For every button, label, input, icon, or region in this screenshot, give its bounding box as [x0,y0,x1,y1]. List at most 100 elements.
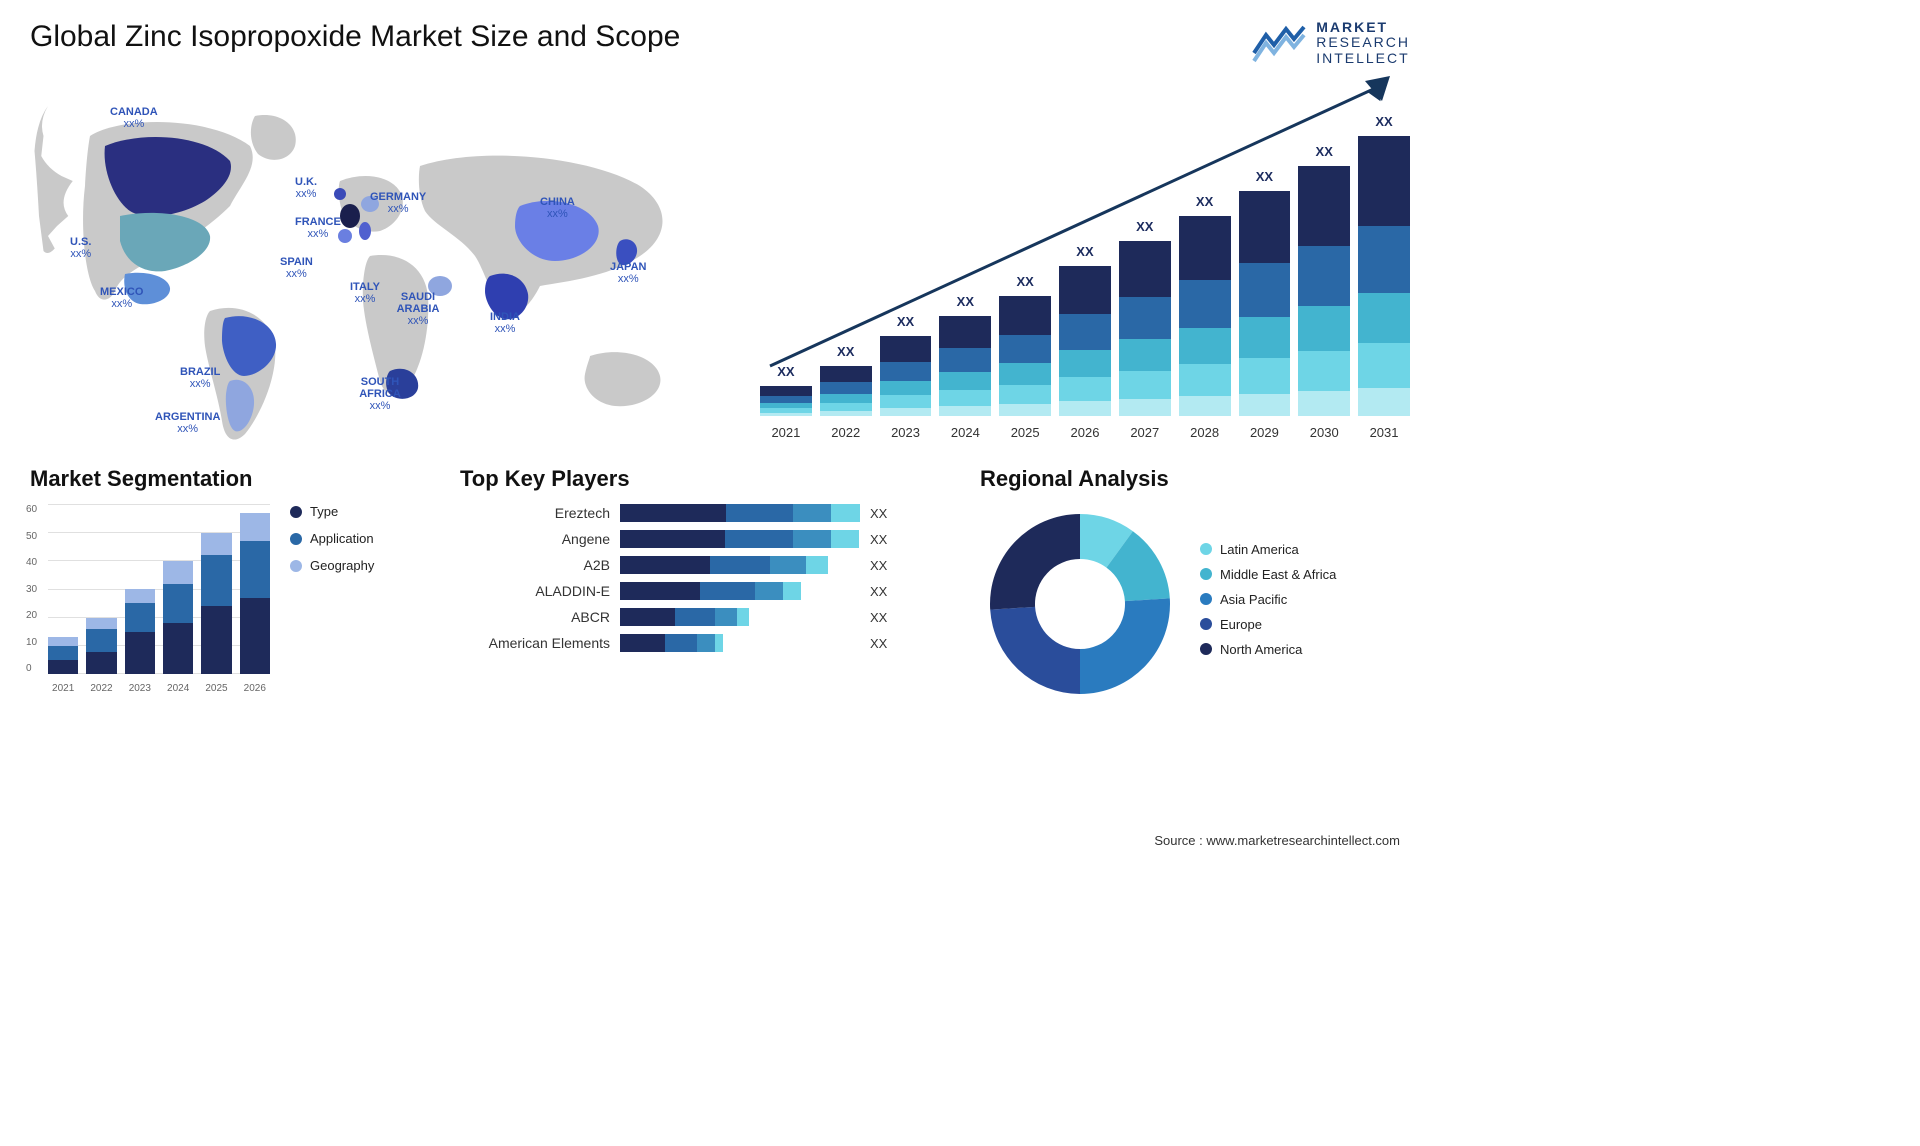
regional-donut [980,504,1180,704]
player-name: ALADDIN-E [460,583,610,599]
growth-year-2030: 2030 [1298,425,1350,440]
growth-year-2023: 2023 [880,425,932,440]
seg-legend-app: Application [290,531,374,546]
player-bar [620,504,860,522]
player-value: XX [870,636,887,651]
player-bar [620,530,860,548]
segmentation-chart: 6050403020100 202120222023202420252026 [30,504,270,694]
logo-line3: INTELLECT [1316,51,1410,66]
region-legend-north-america: North America [1200,642,1336,657]
map-label-u-k-: U.K.xx% [295,176,317,200]
player-row-angene: Angene XX [460,530,950,548]
growth-bar-2025: XX [999,116,1051,416]
segmentation-legend: Type Application Geography [290,504,374,694]
growth-bar-2031: XX [1358,116,1410,416]
map-label-china: CHINAxx% [540,196,575,220]
growth-chart: XXXXXXXXXXXXXXXXXXXXXX 20212022202320242… [760,76,1410,446]
players-title: Top Key Players [460,466,950,492]
player-bar [620,608,860,626]
seg-bar-2023 [125,589,155,674]
map-label-canada: CANADAxx% [110,106,158,130]
map-label-saudi-arabia: SAUDI ARABIAxx% [388,291,448,327]
seg-legend-geo: Geography [290,558,374,573]
growth-year-2022: 2022 [820,425,872,440]
seg-bar-2024 [163,561,193,674]
map-label-japan: JAPANxx% [610,261,646,285]
donut-slice-europe [990,607,1080,694]
player-value: XX [870,610,887,625]
growth-year-2025: 2025 [999,425,1051,440]
seg-bar-2021 [48,637,78,674]
map-label-south-africa: SOUTH AFRICAxx% [350,376,410,412]
source-text: Source : www.marketresearchintellect.com [1154,833,1400,848]
map-label-argentina: ARGENTINAxx% [155,411,220,435]
region-legend-europe: Europe [1200,617,1336,632]
growth-year-2028: 2028 [1179,425,1231,440]
map-label-india: INDIAxx% [490,311,520,335]
regional-panel: Regional Analysis Latin America Middle Ea… [980,466,1410,704]
map-label-france: FRANCExx% [295,216,341,240]
growth-bar-2022: XX [820,116,872,416]
player-name: ABCR [460,609,610,625]
player-row-aladdin-e: ALADDIN-EXX [460,582,950,600]
growth-bar-2026: XX [1059,116,1111,416]
player-bar [620,582,860,600]
donut-slice-north-america [990,514,1080,610]
growth-bar-2030: XX [1298,116,1350,416]
growth-year-2027: 2027 [1119,425,1171,440]
seg-bar-2022 [86,618,116,675]
growth-bar-2021: XX [760,116,812,416]
growth-year-2024: 2024 [939,425,991,440]
regional-title: Regional Analysis [980,466,1410,492]
region-legend-asia-pacific: Asia Pacific [1200,592,1336,607]
seg-legend-type: Type [290,504,374,519]
growth-bar-2029: XX [1239,116,1291,416]
donut-slice-asia-pacific [1080,599,1170,695]
player-value: XX [870,532,887,547]
map-label-mexico: MEXICOxx% [100,286,143,310]
player-row-a2b: A2B XX [460,556,950,574]
map-label-u-s-: U.S.xx% [70,236,91,260]
players-panel: Top Key Players EreztechXXAngeneXXA2BXXA… [460,466,950,704]
logo-line2: RESEARCH [1316,35,1410,50]
player-row-ereztech: Ereztech XX [460,504,950,522]
growth-bar-2023: XX [880,116,932,416]
growth-bar-2024: XX [939,116,991,416]
player-name: American Elements [460,635,610,651]
player-bar [620,634,860,652]
segmentation-panel: Market Segmentation 6050403020100 202120… [30,466,430,704]
logo-text: MARKET RESEARCH INTELLECT [1316,20,1410,66]
growth-bar-2028: XX [1179,116,1231,416]
player-value: XX [870,558,887,573]
logo-icon [1252,23,1306,63]
brand-logo: MARKET RESEARCH INTELLECT [1252,20,1410,66]
growth-bar-2027: XX [1119,116,1171,416]
map-label-germany: GERMANYxx% [370,191,426,215]
player-row-american-elements: American Elements XX [460,634,950,652]
map-label-brazil: BRAZILxx% [180,366,220,390]
seg-bar-2025 [201,533,231,675]
page-title: Global Zinc Isopropoxide Market Size and… [30,20,680,54]
map-label-italy: ITALYxx% [350,281,380,305]
logo-line1: MARKET [1316,20,1410,35]
header: Global Zinc Isopropoxide Market Size and… [30,20,1410,66]
map-label-spain: SPAINxx% [280,256,313,280]
growth-year-2031: 2031 [1358,425,1410,440]
player-name: A2B [460,557,610,573]
player-value: XX [870,506,887,521]
region-legend-middle-east-africa: Middle East & Africa [1200,567,1336,582]
regional-legend: Latin America Middle East & Africa Asia Pa… [1200,542,1336,667]
region-legend-latin-america: Latin America [1200,542,1336,557]
player-name: Angene [460,531,610,547]
section-row: Market Segmentation 6050403020100 202120… [30,466,1410,704]
growth-year-2026: 2026 [1059,425,1111,440]
player-name: Ereztech [460,505,610,521]
top-row: CANADAxx% U.S.xx% MEXICOxx% BRAZILxx% ARGENT… [30,76,1410,446]
player-bar [620,556,860,574]
player-row-abcr: ABCR XX [460,608,950,626]
world-map-panel: CANADAxx% U.S.xx% MEXICOxx% BRAZILxx% ARGENT… [30,76,730,446]
segmentation-title: Market Segmentation [30,466,430,492]
seg-bar-2026 [240,513,270,674]
growth-year-2021: 2021 [760,425,812,440]
growth-year-2029: 2029 [1239,425,1291,440]
